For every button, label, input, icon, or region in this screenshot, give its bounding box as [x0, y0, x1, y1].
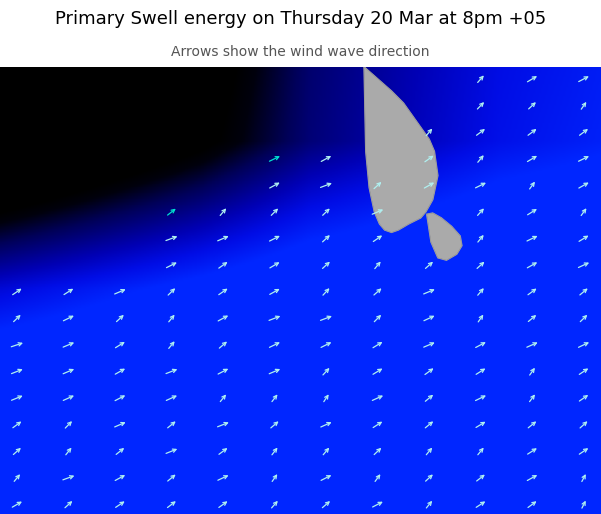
- Polygon shape: [364, 67, 438, 232]
- Polygon shape: [427, 213, 462, 260]
- Text: Arrows show the wind wave direction: Arrows show the wind wave direction: [171, 45, 430, 59]
- Text: Primary Swell energy on Thursday 20 Mar at 8pm +05: Primary Swell energy on Thursday 20 Mar …: [55, 10, 546, 28]
